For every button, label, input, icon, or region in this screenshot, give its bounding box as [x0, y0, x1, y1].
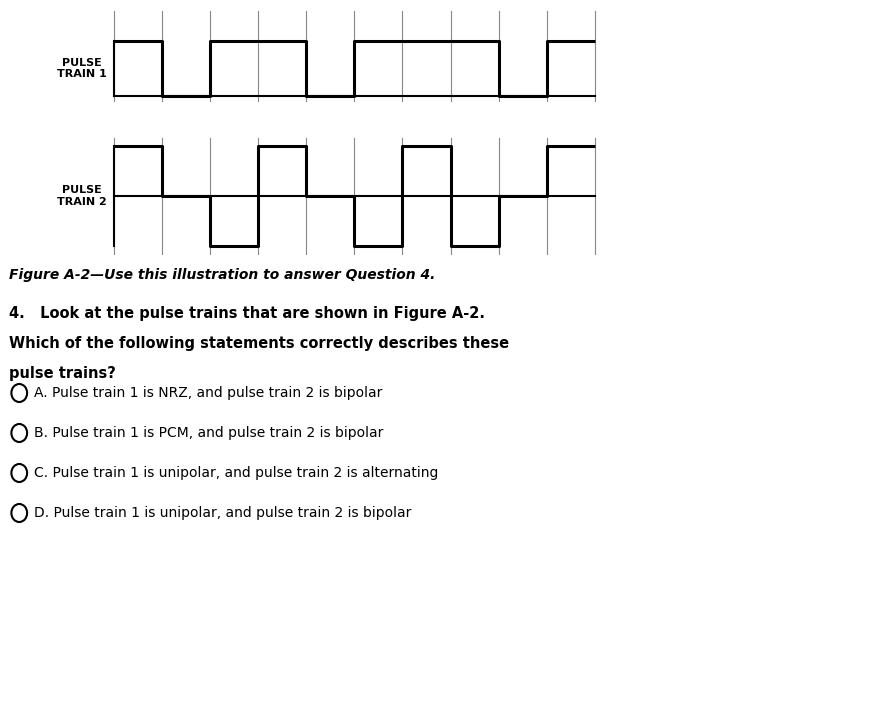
Text: Which of the following statements correctly describes these: Which of the following statements correc… — [9, 336, 509, 351]
Text: 0: 0 — [326, 0, 334, 3]
Circle shape — [11, 504, 27, 522]
Text: 1: 1 — [423, 0, 430, 3]
Text: PULSE
TRAIN 1: PULSE TRAIN 1 — [57, 58, 107, 79]
Text: C. Pulse train 1 is unipolar, and pulse train 2 is alternating: C. Pulse train 1 is unipolar, and pulse … — [34, 466, 438, 480]
Text: PULSE
TRAIN 2: PULSE TRAIN 2 — [57, 185, 107, 207]
Text: 1: 1 — [230, 0, 238, 3]
Text: 1: 1 — [278, 0, 286, 3]
Text: 1: 1 — [374, 0, 382, 3]
Circle shape — [11, 384, 27, 402]
Text: D. Pulse train 1 is unipolar, and pulse train 2 is bipolar: D. Pulse train 1 is unipolar, and pulse … — [34, 506, 411, 520]
Text: Figure A-2—Use this illustration to answer Question 4.: Figure A-2—Use this illustration to answ… — [9, 268, 435, 282]
Text: B. Pulse train 1 is PCM, and pulse train 2 is bipolar: B. Pulse train 1 is PCM, and pulse train… — [34, 426, 383, 440]
Text: 1: 1 — [134, 0, 142, 3]
Text: 1: 1 — [567, 0, 575, 3]
Text: 0: 0 — [519, 0, 527, 3]
Text: 1: 1 — [471, 0, 479, 3]
Text: 0: 0 — [182, 0, 190, 3]
Text: pulse trains?: pulse trains? — [9, 366, 116, 381]
Circle shape — [11, 464, 27, 482]
Circle shape — [11, 424, 27, 442]
Text: 4.   Look at the pulse trains that are shown in Figure A-2.: 4. Look at the pulse trains that are sho… — [9, 306, 485, 321]
Text: A. Pulse train 1 is NRZ, and pulse train 2 is bipolar: A. Pulse train 1 is NRZ, and pulse train… — [34, 386, 382, 400]
